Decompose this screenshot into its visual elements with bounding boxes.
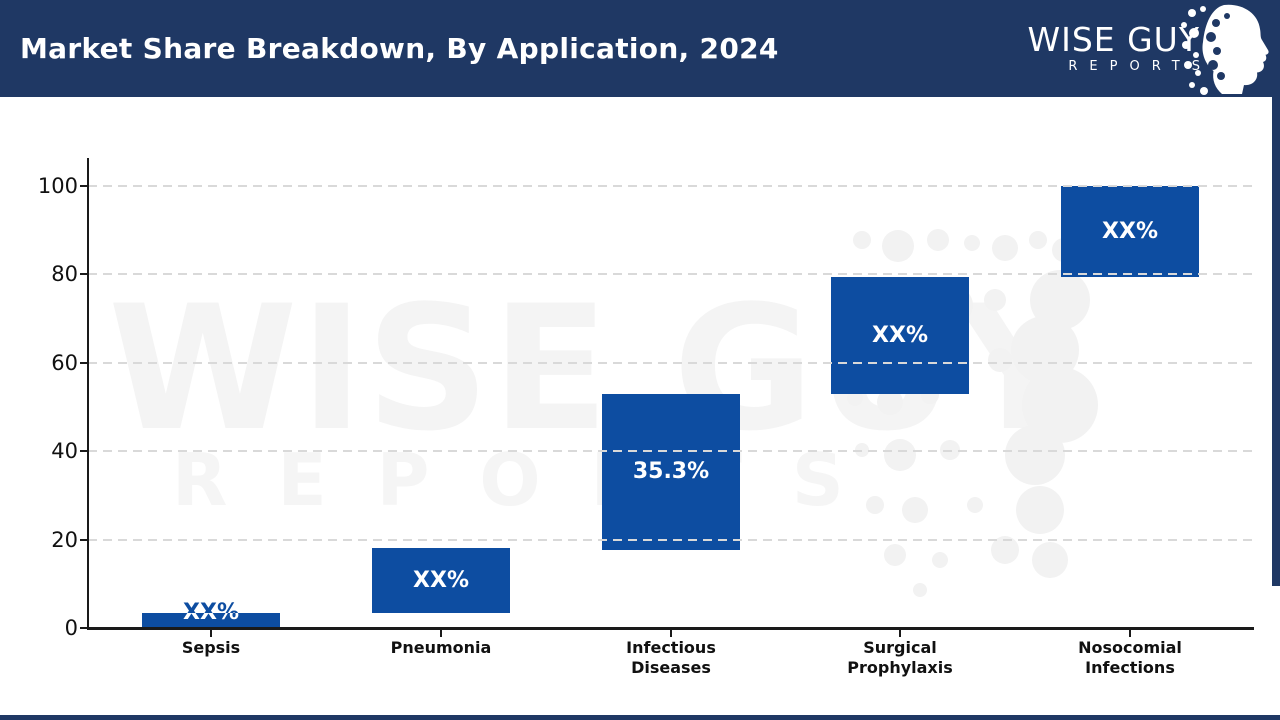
y-tick [80,185,88,187]
bar: 35.3% [602,394,740,550]
y-tick [80,627,88,629]
x-category-label: Infectious Diseases [626,638,716,677]
gridline [88,362,1253,364]
bar-group: XX%XX% [831,277,969,394]
y-tick [80,362,88,364]
brand-logo-text: WISE GUY REPORTS [1027,20,1200,75]
bar-value-label: XX% [413,568,469,593]
x-tick [899,630,901,637]
y-tick-label: 100 [37,174,78,198]
y-axis-line [87,158,89,629]
gridline [88,450,1253,452]
bar-value-label: XX% [1102,219,1158,244]
bottom-edge-strip [0,715,1280,720]
page-title: Market Share Breakdown, By Application, … [20,32,779,65]
brand-logo: WISE GUY REPORTS [1014,0,1274,97]
y-tick-label: 20 [51,528,78,552]
right-edge-strip [1272,0,1280,586]
bar: XX% [372,548,510,613]
bar: XX% [831,277,969,394]
y-tick-label: 0 [64,616,78,640]
y-tick-label: 40 [51,439,78,463]
y-tick [80,450,88,452]
bar-value-label: XX% [142,613,280,626]
x-category-label: Sepsis [181,638,241,657]
brand-logo-line2: REPORTS [1068,59,1212,74]
bar: XX% [142,613,280,628]
x-tick [210,630,212,637]
y-tick-label: 80 [51,262,78,286]
x-tick [440,630,442,637]
x-category-label: Surgical Prophylaxis [847,638,953,677]
bar-group: 35.3%35.3% [602,394,740,550]
bar-group: XX%XX% [142,600,280,628]
bar: XX% [1061,186,1199,277]
y-tick [80,273,88,275]
bar-value-label: 35.3% [632,459,710,484]
bar-value-label: XX% [872,323,928,348]
y-tick [80,539,88,541]
x-tick [670,630,672,637]
x-tick [1129,630,1131,637]
x-axis-line [87,627,1254,630]
y-tick-label: 60 [51,351,78,375]
gridline [88,185,1253,187]
x-category-label: Nosocomial Infections [1078,638,1182,677]
bar-group: XX%XX% [1061,186,1199,277]
logo-head-icon [1181,4,1269,95]
header-bar: Market Share Breakdown, By Application, … [0,0,1280,97]
x-category-label: Pneumonia [390,638,492,657]
bar-group: XX%XX% [372,548,510,613]
gridline [88,539,1253,541]
gridline [88,273,1253,275]
brand-logo-line1: WISE GUY [1027,20,1200,59]
